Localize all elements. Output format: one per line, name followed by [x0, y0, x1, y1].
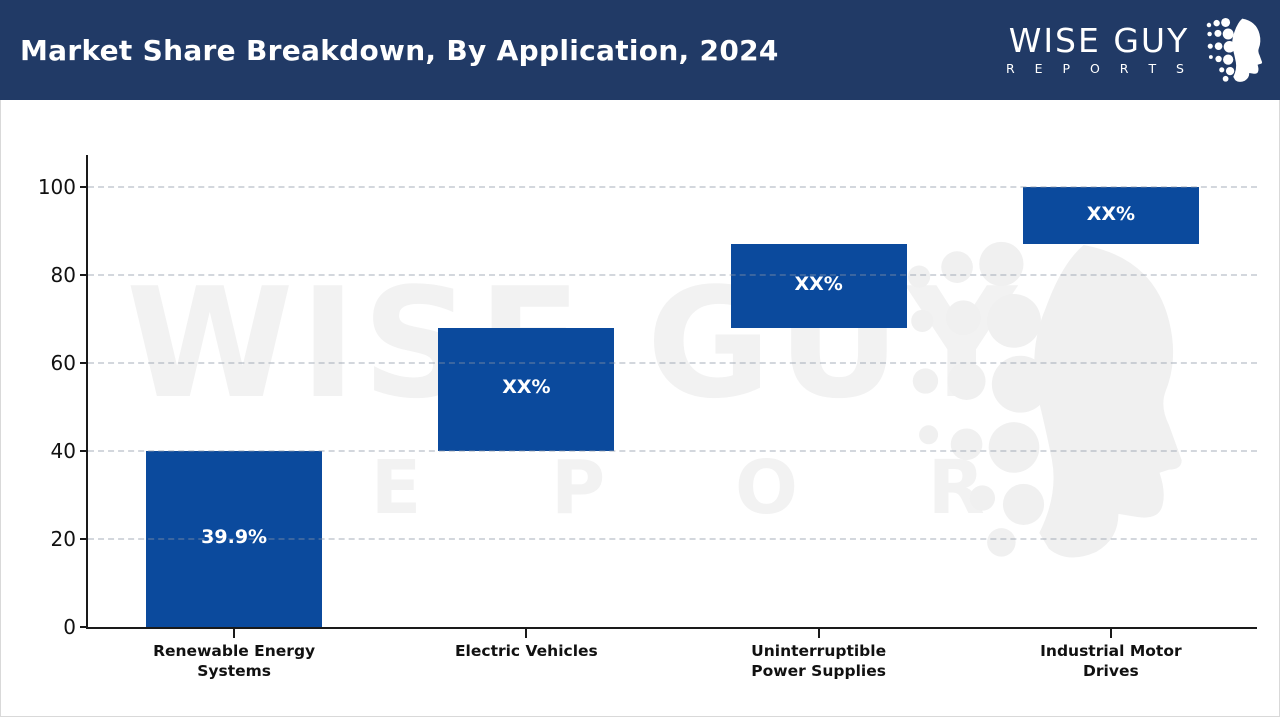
- bar-value-label-3: XX%: [794, 273, 843, 295]
- y-tick-label-100: 100: [37, 175, 76, 199]
- x-tick-3: [817, 629, 820, 638]
- x-category-label-2: Electric Vehicles: [454, 642, 598, 660]
- gridline-100: [88, 186, 1257, 188]
- bar-value-label-2: XX%: [502, 376, 551, 399]
- x-category-label-4: Industrial Motor Drives: [1040, 642, 1182, 680]
- gridline-20: [88, 538, 1257, 540]
- x-tick-1: [233, 629, 236, 638]
- brand-logo-text: WISE GUY R E P O R T S: [1005, 21, 1192, 77]
- y-axis-line: [86, 155, 88, 629]
- watermark-head-of-dots-icon: [908, 241, 1182, 558]
- x-category-label-3: Uninterruptible Power Supplies: [751, 642, 887, 680]
- bar-4: [1022, 187, 1199, 245]
- gridline-40: [88, 450, 1257, 452]
- header-bar: Market Share Breakdown, By Application, …: [0, 0, 1280, 100]
- x-tick-4: [1109, 629, 1112, 638]
- brand-logo-line1: WISE GUY: [1008, 21, 1190, 60]
- y-tick-100: [80, 186, 88, 188]
- y-tick-label-80: 80: [50, 263, 76, 287]
- bar-value-label-4: XX%: [1086, 202, 1136, 225]
- page-title: Market Share Breakdown, By Application, …: [20, 33, 779, 67]
- y-tick-0: [80, 626, 88, 628]
- y-tick-40: [80, 450, 88, 452]
- frame-bottom-line: [0, 716, 1280, 717]
- gridline-80: [88, 274, 1257, 276]
- frame-left-line: [0, 100, 1, 717]
- bar-1: [146, 451, 323, 627]
- y-tick-60: [80, 362, 88, 364]
- brand-logo: WISE GUY R E P O R T S: [1006, 8, 1280, 92]
- bar-value-label-1: 39.9%: [201, 526, 268, 548]
- bar-2: [438, 327, 615, 451]
- brand-head-of-dots-icon: [1206, 18, 1263, 82]
- x-tick-2: [525, 629, 528, 638]
- gridline-60: [88, 362, 1257, 364]
- brand-logo-line2: R E P O R T S: [1005, 61, 1192, 76]
- y-tick-20: [80, 538, 88, 540]
- x-category-label-1: Renewable Energy Systems: [153, 642, 316, 680]
- bar-3: [730, 244, 907, 328]
- y-tick-label-60: 60: [50, 351, 76, 375]
- y-tick-80: [80, 274, 88, 276]
- y-tick-label-0: 0: [63, 615, 76, 639]
- y-tick-label-20: 20: [50, 527, 76, 551]
- y-tick-label-40: 40: [50, 439, 76, 463]
- x-axis-line: [86, 627, 1257, 629]
